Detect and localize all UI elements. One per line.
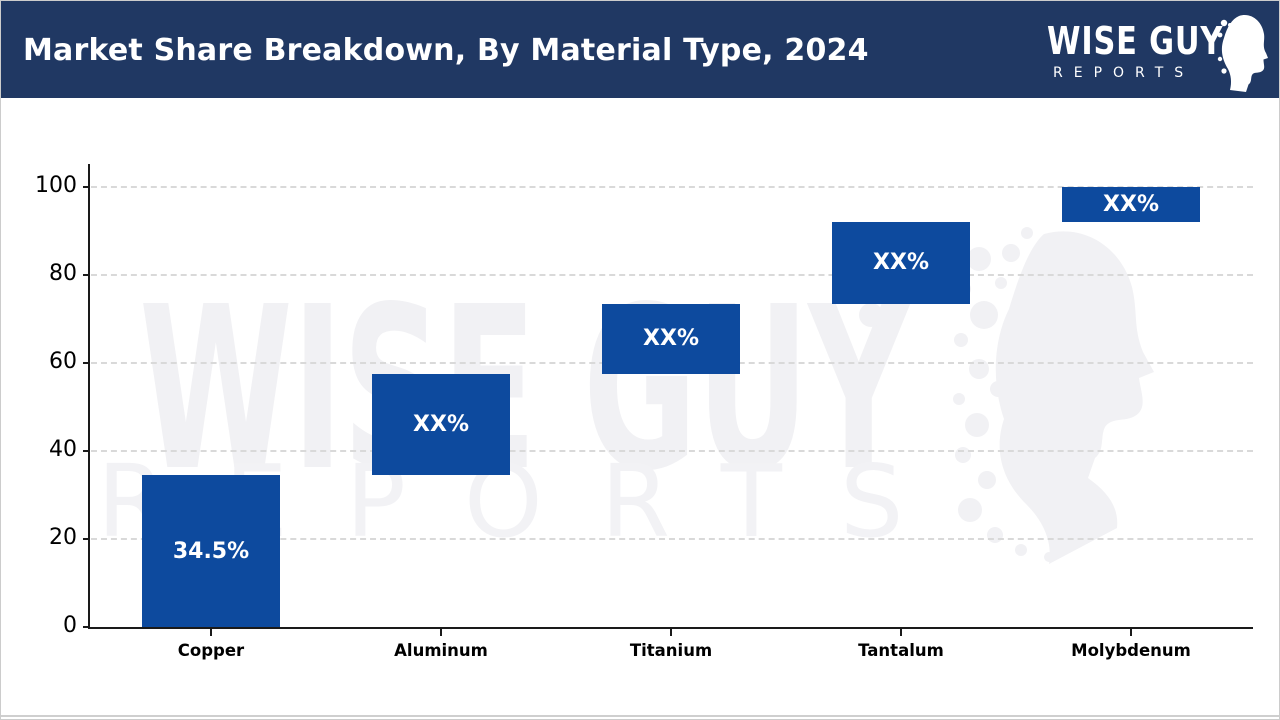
bar-titanium: XX%	[602, 303, 740, 374]
x-axis-spine	[88, 627, 1253, 629]
bar-value-label: 34.5%	[172, 538, 250, 564]
gridline-40	[91, 450, 1253, 452]
x-tick-mark	[670, 629, 672, 636]
x-tick-mark	[1130, 629, 1132, 636]
bar-tantalum: XX%	[832, 222, 970, 304]
bottom-rule	[1, 715, 1279, 717]
gridline-80	[91, 274, 1253, 276]
y-tick-mark	[83, 362, 89, 364]
bar-copper: 34.5%	[142, 475, 280, 627]
y-tick-mark	[83, 186, 89, 188]
chart-area: 0 20 40 60 80 100 34.5% Copper XX% Aluminum XX% Tit…	[1, 98, 1279, 718]
x-category-label-copper: Copper	[177, 641, 245, 660]
bar-molybdenum: XX%	[1062, 187, 1200, 223]
x-tick-mark	[210, 629, 212, 636]
bar-value-label: XX%	[413, 412, 469, 438]
chart-title: Market Share Breakdown, By Material Type…	[23, 33, 869, 68]
bar-value-label: XX%	[1103, 192, 1159, 218]
x-category-label-aluminum: Aluminum	[394, 641, 488, 660]
y-tick-label: 20	[49, 525, 77, 550]
wise-guy-reports-logo: WISE GUY REPORTS	[1011, 7, 1269, 93]
bar-value-label: XX%	[643, 326, 699, 352]
bar-value-label: XX%	[873, 250, 929, 276]
y-tick-mark	[83, 450, 89, 452]
y-tick-mark	[83, 626, 89, 628]
bar-aluminum: XX%	[372, 374, 510, 476]
watermark-dot	[859, 303, 883, 327]
x-category-label-molybdenum: Molybdenum	[1071, 641, 1191, 660]
y-tick-label: 40	[49, 437, 77, 462]
x-tick-mark	[440, 629, 442, 636]
gridline-20	[91, 538, 1253, 540]
x-category-label-tantalum: Tantalum	[858, 641, 944, 660]
y-tick-mark	[83, 538, 89, 540]
gridline-100	[91, 186, 1253, 188]
y-tick-label: 0	[63, 613, 77, 638]
y-tick-label: 80	[49, 261, 77, 286]
y-tick-label: 100	[35, 173, 77, 198]
y-tick-mark	[83, 274, 89, 276]
x-category-label-titanium: Titanium	[629, 641, 713, 660]
head-silhouette-icon	[1217, 15, 1268, 92]
header-band: Market Share Breakdown, By Material Type…	[1, 1, 1279, 98]
y-axis-spine	[88, 164, 90, 629]
y-tick-label: 60	[49, 349, 77, 374]
logo-sub-text: REPORTS	[1053, 65, 1195, 81]
x-tick-mark	[900, 629, 902, 636]
logo-brand-text: WISE GUY	[1047, 19, 1224, 63]
